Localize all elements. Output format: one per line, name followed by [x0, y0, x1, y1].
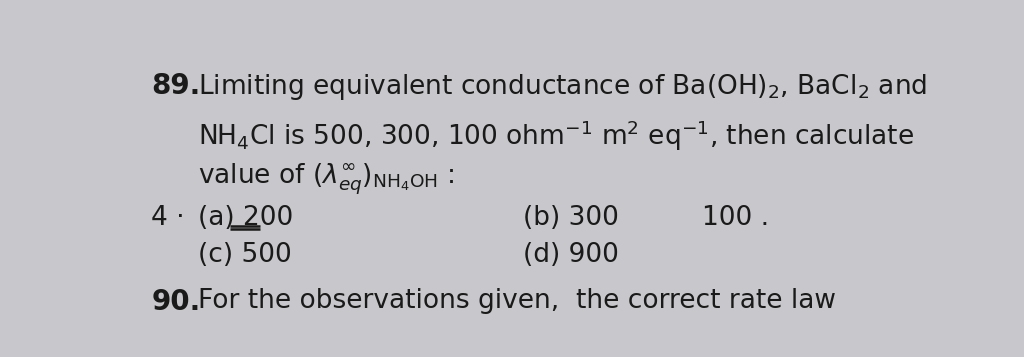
Text: Limiting equivalent conductance of Ba(OH)$_2$, BaCl$_2$ and: Limiting equivalent conductance of Ba(OH… — [198, 72, 927, 102]
Text: 100 .: 100 . — [701, 205, 769, 231]
Text: 89.: 89. — [152, 72, 201, 100]
Text: NH$_4$Cl is 500, 300, 100 ohm$^{-1}$ m$^2$ eq$^{-1}$, then calculate: NH$_4$Cl is 500, 300, 100 ohm$^{-1}$ m$^… — [198, 118, 913, 153]
Text: (c) 500: (c) 500 — [198, 241, 292, 267]
Text: 90.: 90. — [152, 288, 201, 316]
Text: For the observations given,  the correct rate law: For the observations given, the correct … — [198, 288, 836, 314]
Text: 4 ·: 4 · — [152, 205, 185, 231]
Text: (a) 200: (a) 200 — [198, 205, 293, 231]
Text: (d) 900: (d) 900 — [523, 241, 620, 267]
Text: (b) 300: (b) 300 — [523, 205, 620, 231]
Text: value of $(\lambda^{\infty}_{eq})_{\mathrm{NH_4OH}}$ :: value of $(\lambda^{\infty}_{eq})_{\math… — [198, 162, 455, 197]
